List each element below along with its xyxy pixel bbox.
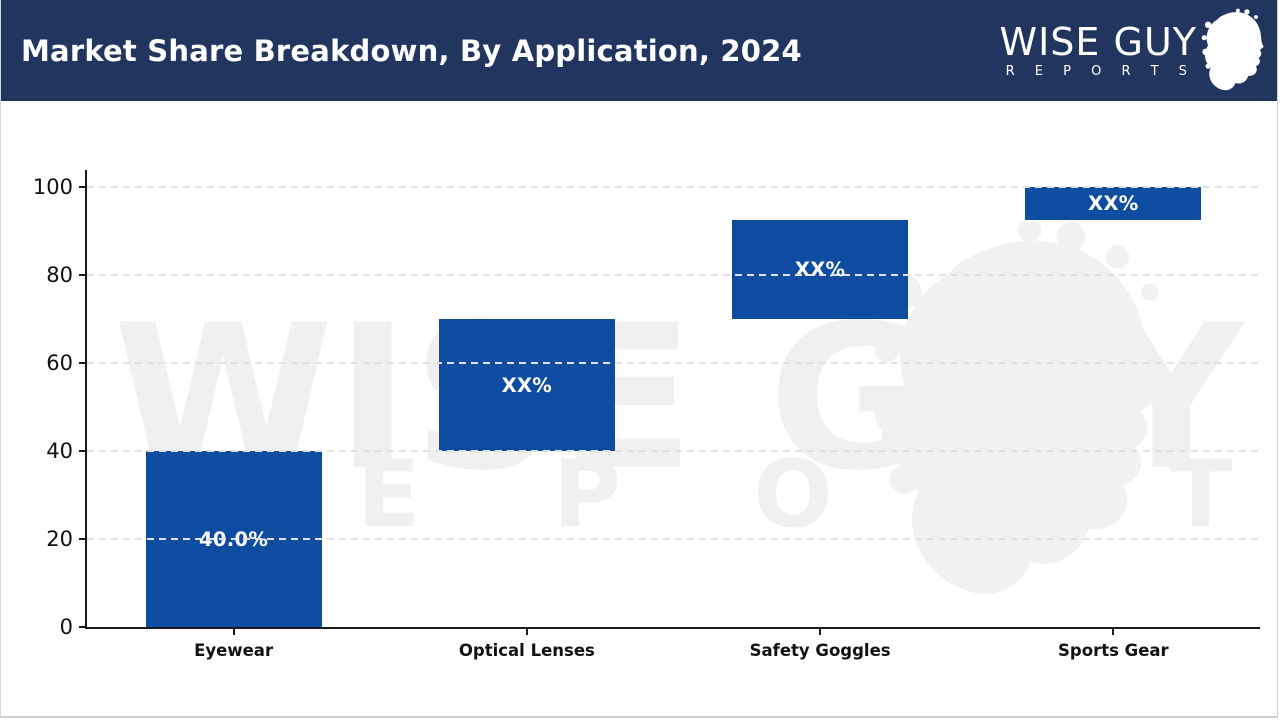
x-axis-line [85, 627, 1260, 629]
y-tick-mark [79, 538, 87, 540]
plot-area: 40.0% Eyewear XX% Optical Lenses XX% Safety G… [1, 101, 1279, 718]
x-tick-mark [232, 627, 235, 635]
y-tick-mark [79, 274, 87, 276]
logo-subtext: R E P O R T S [1005, 63, 1195, 79]
y-tick-label: 20 [46, 527, 73, 551]
x-category-label: Safety Goggles [749, 641, 891, 660]
face-profile-dots-watermark [874, 222, 1159, 595]
x-tick-mark [525, 627, 528, 635]
y-tick-label: 100 [32, 175, 73, 199]
chart-title: Market Share Breakdown, By Application, … [21, 33, 802, 68]
x-category-label: Sports Gear [1058, 641, 1169, 660]
y-tick-mark [79, 186, 87, 188]
x-category-label: Optical Lenses [458, 641, 595, 660]
x-tick-mark [819, 627, 822, 635]
header-bar: Market Share Breakdown, By Application, … [1, 0, 1277, 101]
y-tick-mark [79, 450, 87, 452]
bar-value-label: XX% [501, 373, 553, 397]
x-category-label: Eyewear [194, 641, 274, 660]
gridline-60 [87, 362, 1260, 364]
logo-text-block: WISE GUY R E P O R T S [1000, 22, 1197, 79]
bar-optical-lenses: XX% [438, 319, 615, 451]
bar-sports-gear: XX% [1025, 187, 1202, 220]
bar-safety-goggles: XX% [732, 220, 909, 319]
bar-value-label: XX% [794, 258, 846, 281]
y-tick-mark [79, 626, 87, 628]
x-tick-mark [1112, 627, 1115, 635]
y-tick-label: 0 [59, 615, 73, 639]
gridline-100 [87, 186, 1260, 188]
y-tick-label: 80 [46, 263, 73, 287]
y-tick-label: 40 [46, 439, 73, 463]
gridline-80 [87, 274, 1260, 276]
y-axis-line [85, 170, 87, 629]
logo-wordmark: WISE GUY [999, 19, 1197, 64]
bar-value-label: XX% [1088, 192, 1139, 215]
wise-guy-logo: WISE GUY R E P O R T S [1000, 4, 1267, 96]
gridline-40 [87, 450, 1260, 452]
gridline-20 [87, 538, 1260, 540]
face-profile-dots-icon [1201, 8, 1264, 91]
y-tick-mark [79, 362, 87, 364]
y-tick-label: 60 [46, 351, 73, 375]
